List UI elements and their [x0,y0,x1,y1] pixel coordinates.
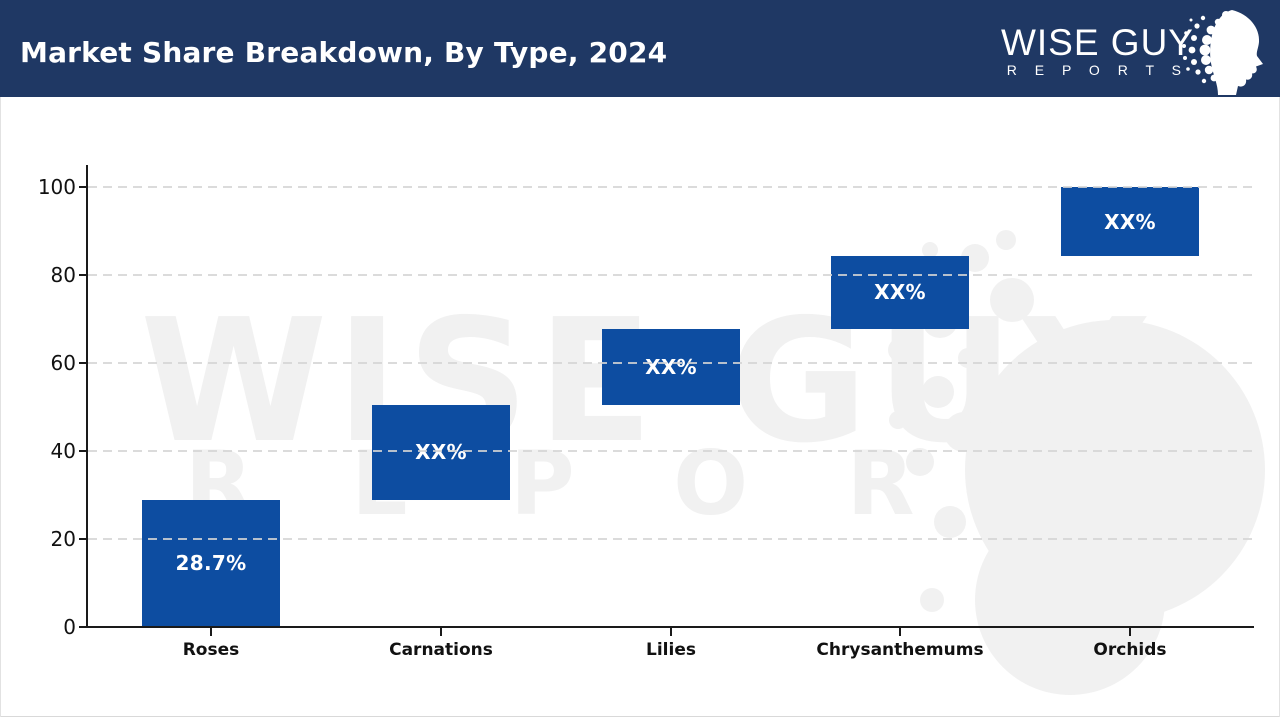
y-tick-label: 40 [50,438,76,463]
y-tick-label: 60 [50,350,76,375]
left-border-line [0,97,1,717]
header-bar: Market Share Breakdown, By Type, 2024 WI… [0,0,1280,97]
logo: WISE GUY R E P O R T S [1001,0,1266,97]
bar-value-label: XX% [415,440,467,465]
watermark-dot [974,458,1026,510]
bar-value-label: XX% [874,280,926,305]
watermark-dot [922,242,938,258]
watermark-dot [906,448,934,476]
bar-value-label: XX% [645,354,697,379]
watermark-dot [944,412,984,452]
y-tick-label: 20 [50,526,76,551]
bar-chrysanthemums: XX% [831,256,969,329]
bar-orchids: XX% [1061,187,1199,256]
watermark-dot [992,542,1032,582]
gridline [88,186,1254,188]
y-tick-label: 100 [37,175,76,199]
x-tick-label: Carnations [389,640,493,660]
x-axis-tick [899,628,901,636]
watermark-dot [934,506,966,538]
gridline [88,449,1254,452]
x-axis-tick [210,628,212,636]
bar-carnations: XX% [372,404,510,501]
x-axis-tick [1129,628,1131,636]
bar-roses: 28.7% [142,500,280,627]
x-tick-label: Orchids [1093,640,1167,660]
bar-value-label: XX% [1104,209,1156,234]
watermark-dot [922,376,954,408]
y-axis-tick [79,537,87,540]
gridline [88,537,1254,540]
y-axis-tick [79,449,87,452]
chart-title: Market Share Breakdown, By Type, 2024 [20,36,668,69]
watermark-dot [888,338,912,362]
bar-value-label: 28.7% [175,551,247,576]
x-tick-label: Roses [182,640,240,660]
x-axis-line [86,626,1254,628]
bar-lilies: XX% [602,328,740,405]
watermark-dot [958,348,978,368]
x-tick-label: Lilies [646,640,696,660]
logo-head-icon [1182,10,1263,95]
watermark-dot [975,505,1165,695]
x-tick-label: Chrysanthemums [816,640,984,660]
y-axis-tick [79,273,87,276]
y-axis-line [86,165,88,628]
x-axis-tick [670,628,672,636]
watermark-dot [889,411,907,429]
y-axis-tick [79,625,87,628]
y-axis-tick [79,361,87,364]
gridline [88,361,1254,364]
watermark-dot [984,400,1008,424]
y-axis-tick [79,186,87,188]
logo-wordmark: WISE GUY [1000,22,1194,63]
watermark-dot [996,230,1016,250]
y-tick-label: 80 [50,262,76,287]
x-axis-tick [440,628,442,636]
gridline [88,273,1254,276]
bottom-border-line [0,716,1280,717]
y-tick-label: 0 [63,614,76,639]
watermark-dot [990,278,1034,322]
logo-subtext: R E P O R T S [1006,62,1188,78]
watermark-dot [920,588,944,612]
